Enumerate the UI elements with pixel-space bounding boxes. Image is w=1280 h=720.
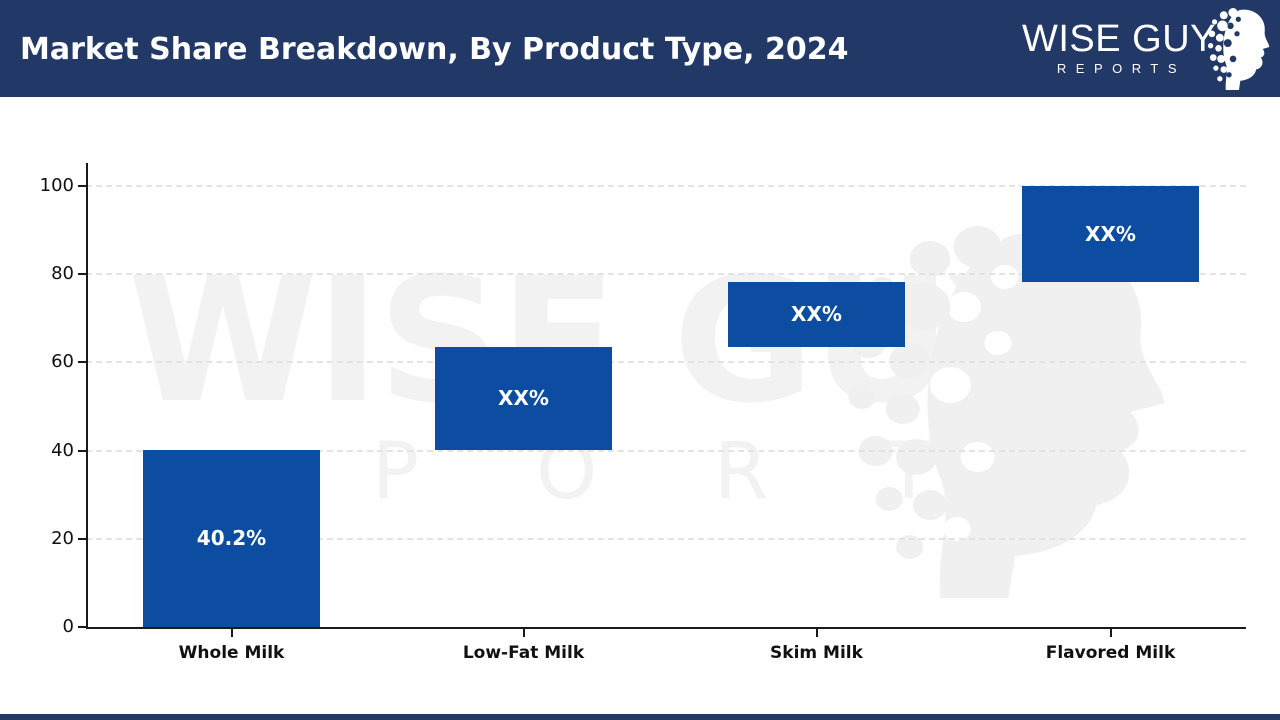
bar-low-fat-milk: XX% [435, 346, 612, 450]
logo-subtext: REPORTS [1056, 61, 1187, 77]
x-tick-0 [230, 629, 233, 637]
y-tick-label-0: 0 [62, 616, 74, 637]
logo-text: WISE GUY REPORTS [1021, 17, 1216, 77]
gridline-100 [86, 185, 1246, 187]
x-category-label: Whole Milk [178, 643, 285, 663]
dotted-head-icon [1207, 7, 1270, 91]
gridline-40 [86, 449, 1246, 452]
y-tick-60 [78, 361, 86, 364]
x-category-label: Low-Fat Milk [462, 643, 585, 663]
y-tick-100 [78, 185, 86, 187]
brand-logo: WISE GUY REPORTS [1022, 4, 1270, 92]
y-tick-label-60: 60 [51, 351, 74, 373]
y-tick-label-20: 20 [51, 527, 74, 549]
bar-value-label: XX% [791, 302, 842, 327]
y-axis-line [86, 163, 88, 629]
chart-title: Market Share Breakdown, By Product Type,… [20, 32, 849, 67]
gridline-20 [86, 537, 1246, 540]
x-axis-line [86, 627, 1246, 629]
bar-skim-milk: XX% [728, 281, 905, 347]
x-category-label: Flavored Milk [1045, 643, 1176, 663]
y-tick-40 [78, 449, 86, 452]
x-tick-2 [815, 629, 818, 637]
bar-flavored-milk: XX% [1022, 186, 1199, 282]
gridline-60 [86, 361, 1246, 364]
header-bar: Market Share Breakdown, By Product Type,… [0, 0, 1280, 97]
y-tick-20 [78, 537, 86, 540]
y-tick-label-80: 80 [51, 263, 74, 285]
y-tick-label-40: 40 [51, 439, 74, 461]
bar-value-label: XX% [1085, 221, 1136, 246]
logo-wordmark: WISE GUY [1021, 17, 1216, 60]
gridline-80 [86, 273, 1246, 276]
bar-value-label: 40.2% [196, 526, 267, 551]
watermark-dotted-head-icon [848, 226, 1165, 599]
footer-bar [0, 714, 1280, 720]
y-tick-label-100: 100 [39, 175, 74, 196]
y-tick-80 [78, 273, 86, 276]
x-category-label: Skim Milk [770, 643, 863, 663]
chart-area: WISE GUY P O R T S 0 20 40 60 80 100 40.2% Whol… [0, 97, 1280, 714]
x-tick-1 [522, 629, 525, 637]
x-tick-3 [1109, 629, 1112, 637]
bar-value-label: XX% [498, 386, 549, 411]
y-tick-0 [78, 626, 86, 628]
bar-whole-milk: 40.2% [143, 449, 320, 627]
